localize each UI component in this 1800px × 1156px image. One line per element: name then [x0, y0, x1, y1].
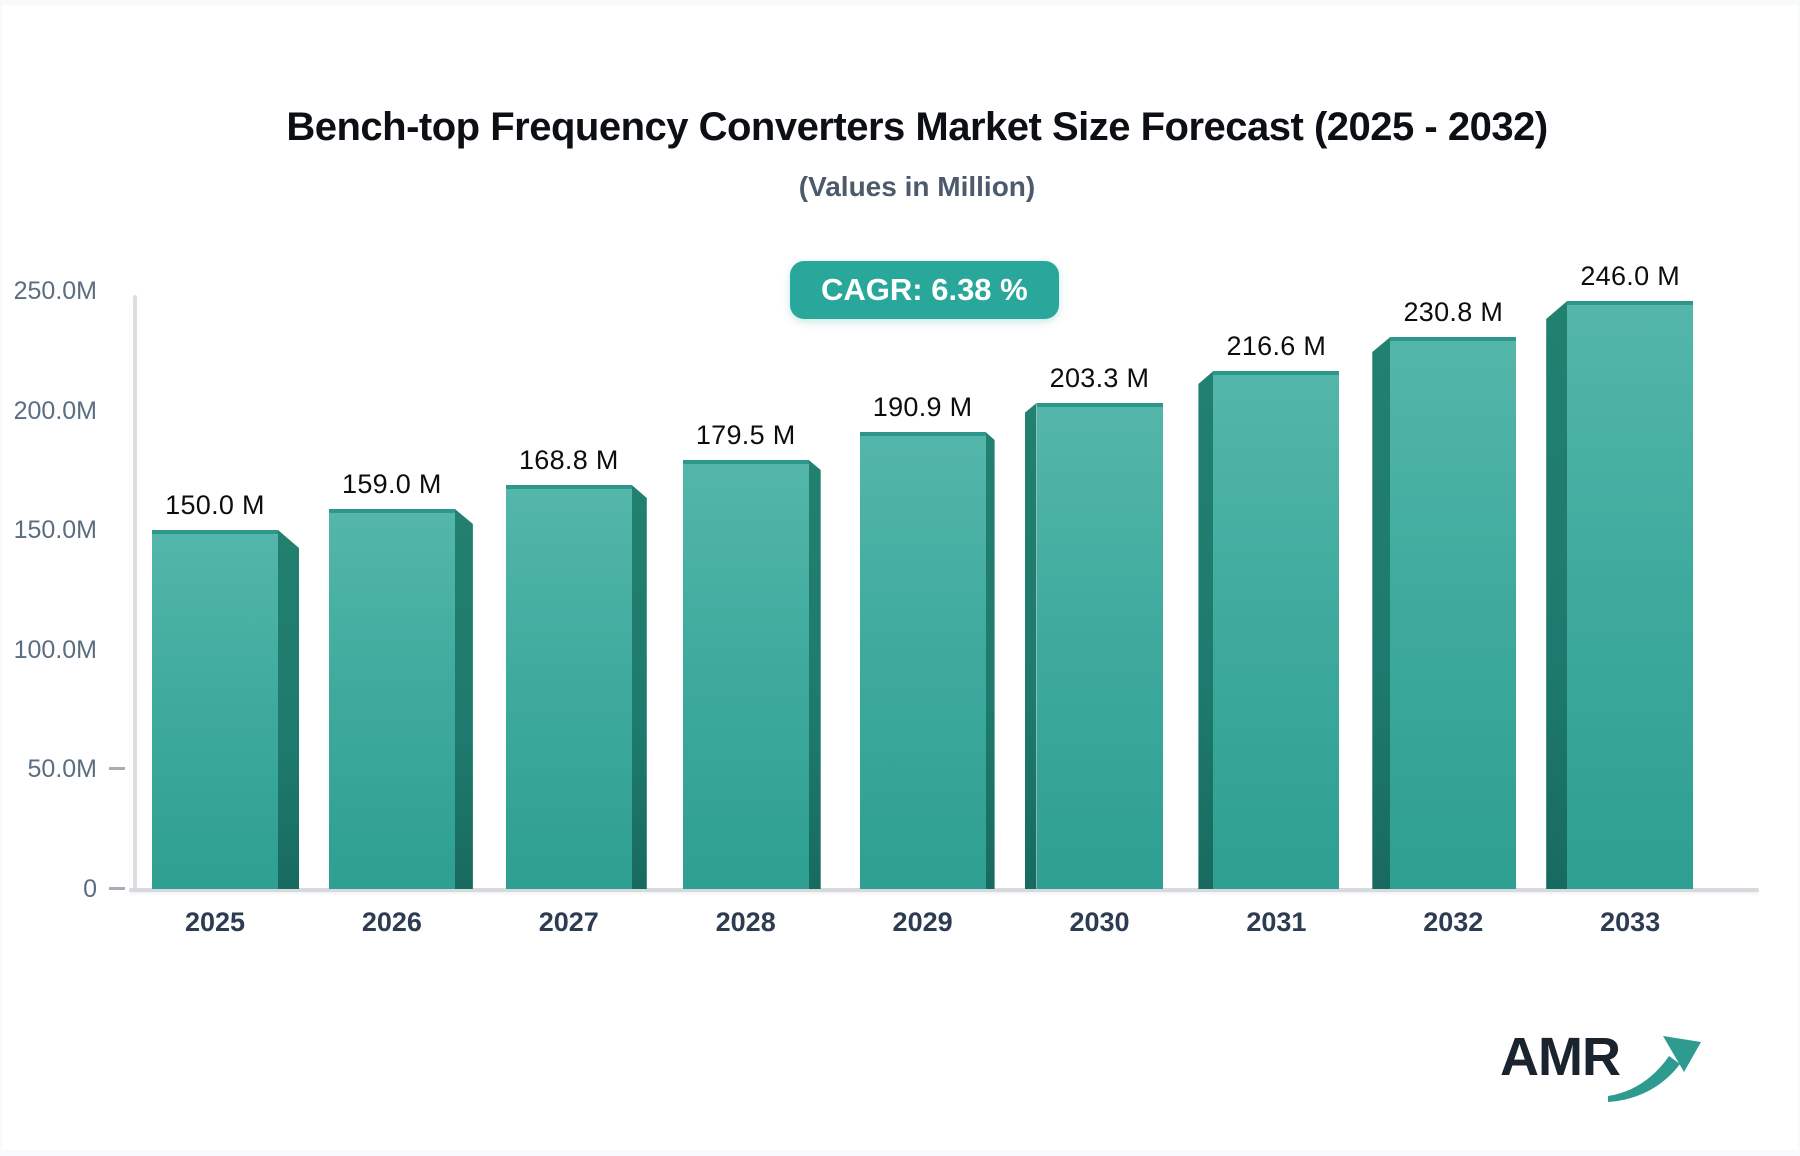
bar-side-face — [985, 432, 995, 889]
bar-side-face — [631, 485, 647, 889]
chart-card: Bench-top Frequency Converters Market Si… — [2, 5, 1798, 1150]
y-axis-label: 0 — [83, 875, 97, 903]
bar-2026 — [328, 509, 455, 889]
x-axis-label: 2033 — [1600, 907, 1661, 937]
bar-side-face — [1198, 371, 1214, 889]
bar-side-face — [1024, 403, 1037, 889]
x-axis-label: 2025 — [184, 907, 246, 937]
bar-2027 — [505, 485, 632, 889]
y-axis-label: 250.0M — [13, 277, 97, 305]
plot-area: 250.0M 200.0M 150.0M 100.0M 50.0M 0 150.0 M 202… — [14, 261, 1759, 937]
bar-side-face — [454, 509, 473, 889]
bar-2033 — [1567, 301, 1694, 889]
bar-value-label: 216.6 M — [1226, 331, 1327, 361]
cagr-badge: CAGR: 6.38 % — [790, 261, 1059, 319]
bar-2028 — [682, 460, 809, 889]
bar-side-face — [808, 460, 821, 889]
bar-side-face — [1546, 301, 1568, 889]
bar-2030 — [1036, 403, 1163, 889]
amr-logo-text: AMR — [1500, 1027, 1621, 1087]
bar-value-label: 168.8 M — [518, 445, 619, 475]
chart-title: Bench-top Frequency Converters Market Si… — [286, 105, 1548, 149]
y-axis-line — [133, 295, 137, 891]
bar-2025 — [152, 530, 278, 889]
x-axis-baseline — [129, 888, 1759, 892]
bar-value-label: 190.9 M — [872, 392, 973, 422]
x-axis-label: 2031 — [1246, 907, 1307, 937]
y-axis-tick — [109, 767, 125, 771]
y-axis-label: 100.0M — [13, 635, 97, 664]
amr-logo: AMR — [1500, 1026, 1710, 1106]
bar-value-label: 179.5 M — [695, 420, 796, 450]
bar-2031 — [1213, 371, 1340, 889]
x-axis-label: 2028 — [715, 907, 776, 937]
bar-side-face — [1372, 337, 1391, 889]
x-axis-label: 2026 — [361, 907, 422, 937]
y-axis-label: 200.0M — [13, 396, 97, 425]
x-axis-label: 2032 — [1423, 907, 1484, 937]
bar-value-label: 159.0 M — [342, 469, 442, 499]
growth-arrow-icon — [1608, 1036, 1701, 1102]
bar-value-label: 230.8 M — [1403, 297, 1504, 327]
bar-value-label: 246.0 M — [1580, 261, 1681, 291]
y-axis-label: 50.0M — [27, 755, 97, 784]
x-axis-label: 2029 — [892, 907, 953, 937]
y-axis-tick — [109, 887, 125, 890]
bar-2029 — [859, 432, 986, 889]
bar-value-label: 150.0 M — [165, 490, 265, 520]
bar-side-face — [278, 530, 299, 889]
x-axis-label: 2030 — [1069, 907, 1130, 937]
x-axis-label: 2027 — [538, 907, 599, 937]
bar-value-label: 203.3 M — [1049, 363, 1150, 393]
chart-subtitle: (Values in Million) — [798, 171, 1036, 202]
bar-2032 — [1390, 337, 1517, 889]
y-axis-label: 150.0M — [13, 516, 97, 545]
